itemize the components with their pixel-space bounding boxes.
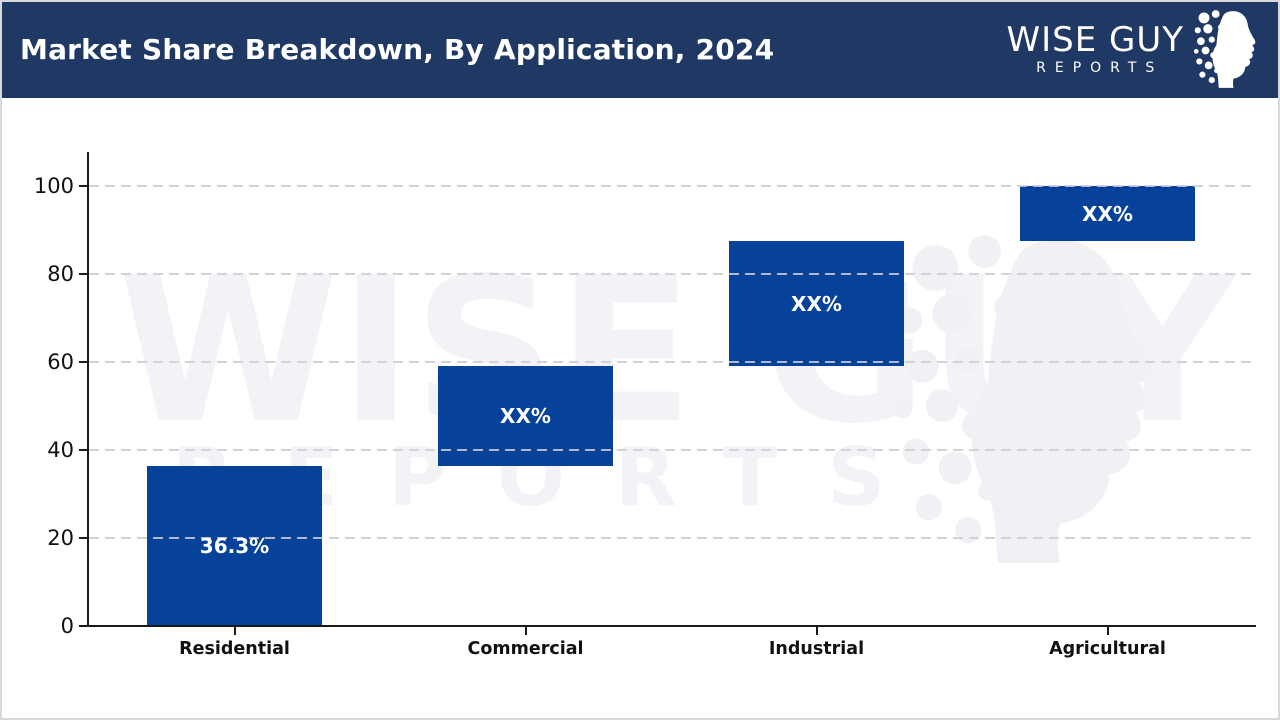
bar-value-label-2: XX% [791,291,842,316]
x-tick-2 [815,627,818,635]
y-tick-label-40: 40 [47,438,74,462]
y-tick-60 [79,361,87,363]
gridline-20 [89,537,1253,539]
y-tick-100 [79,185,87,187]
y-tick-label-60: 60 [47,350,74,374]
gridline-60 [89,361,1253,363]
x-axis-line [87,625,1256,627]
bar-industrial [729,241,904,367]
gridline-80 [89,273,1253,275]
brand-logo: WISE GUY REPORTS [1006,7,1262,91]
gridline-40 [89,449,1253,451]
y-tick-40 [79,449,87,451]
bar-agricultural [1020,186,1195,241]
header-bar: Market Share Breakdown, By Application, … [0,0,1280,98]
y-tick-label-20: 20 [47,526,74,550]
x-tick-1 [524,627,527,635]
brand-logo-text: WISE GUY REPORTS [1006,23,1184,75]
bar-value-label-1: XX% [500,404,551,429]
x-tick-label-0: Residential [179,639,290,659]
brand-name: WISE GUY [1006,20,1184,60]
y-tick-20 [79,537,87,539]
brand-tagline: REPORTS [1036,60,1164,76]
bar-residential [147,466,322,626]
x-tick-3 [1106,627,1109,635]
x-tick-0 [233,627,236,635]
x-tick-label-2: Industrial [768,639,865,659]
x-tick-label-1: Commercial [467,639,584,659]
y-axis-line [87,152,89,627]
y-tick-label-100: 100 [33,174,74,198]
gridline-100 [89,185,1253,187]
bar-value-label-3: XX% [1082,201,1133,226]
y-tick-label-0: 0 [60,614,74,638]
y-tick-80 [79,273,87,275]
brand-face-icon [1193,10,1256,88]
page-title: Market Share Breakdown, By Application, … [20,32,775,66]
y-tick-0 [79,625,87,627]
y-tick-label-80: 80 [47,262,74,286]
bar-value-label-0: 36.3% [199,534,270,559]
x-tick-label-3: Agricultural [1049,639,1166,659]
